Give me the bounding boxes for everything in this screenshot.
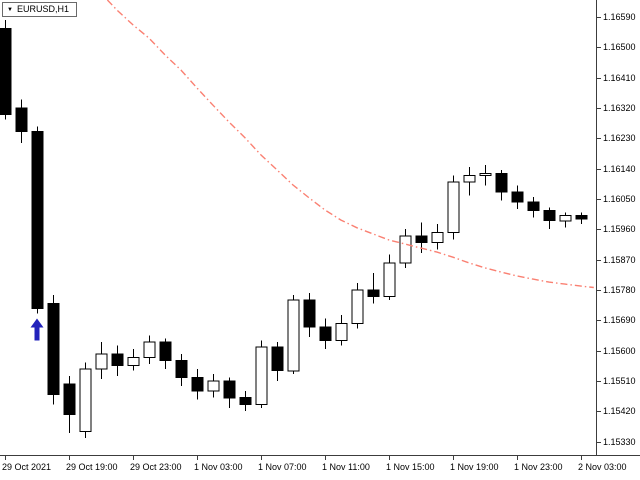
time-tick: [453, 456, 454, 460]
candle-bull: [463, 166, 476, 196]
price-tick: [597, 442, 601, 443]
candle-bear: [15, 99, 28, 144]
price-axis-label: 1.16230: [603, 133, 636, 143]
time-tick: [197, 456, 198, 460]
time-axis-label: 1 Nov 11:00: [322, 462, 370, 472]
time-axis-label: 29 Oct 19:00: [66, 462, 118, 472]
moving-average-line: [106, 0, 594, 289]
price-axis-label: 1.15420: [603, 406, 636, 416]
candle-bear: [303, 293, 316, 337]
price-axis-label: 1.16140: [603, 164, 636, 174]
candle-bull: [431, 224, 444, 250]
price-tick: [597, 290, 601, 291]
candle-bull: [383, 254, 396, 300]
candle-bull: [207, 374, 220, 398]
time-tick: [5, 456, 6, 460]
candle-bear: [527, 197, 540, 218]
time-tick: [581, 456, 582, 460]
price-axis-label: 1.16050: [603, 194, 636, 204]
candle-bear: [159, 338, 172, 370]
price-axis-label: 1.16320: [603, 103, 636, 113]
candle-bull: [335, 315, 348, 346]
time-axis-label: 1 Nov 23:00: [514, 462, 563, 472]
price-tick: [597, 229, 601, 230]
buy-arrow-marker: [30, 318, 44, 341]
price-axis-label: 1.15600: [603, 346, 636, 356]
time-axis-label: 1 Nov 15:00: [386, 462, 435, 472]
candle-bear: [367, 273, 380, 304]
candle-bear: [63, 375, 76, 434]
price-tick: [597, 320, 601, 321]
candle-bear: [575, 212, 588, 225]
price-tick: [597, 351, 601, 352]
candle-bear: [319, 318, 332, 349]
time-axis-label: 1 Nov 03:00: [194, 462, 243, 472]
price-axis-label: 1.16590: [603, 12, 636, 22]
price-tick: [597, 47, 601, 48]
price-tick: [597, 138, 601, 139]
time-axis-label: 29 Oct 2021: [2, 462, 52, 472]
candle-bear: [511, 185, 524, 209]
chart-plot-area[interactable]: ▼ EURUSD,H1: [0, 0, 596, 455]
candle-bull: [479, 165, 492, 186]
price-axis-label: 1.15510: [603, 376, 636, 386]
candle-bull: [559, 212, 572, 228]
price-axis-label: 1.15780: [603, 285, 636, 295]
price-axis-label: 1.15330: [603, 437, 636, 447]
candle-bull: [255, 340, 268, 408]
price-tick: [597, 78, 601, 79]
time-tick: [261, 456, 262, 460]
candle-bear: [175, 353, 188, 386]
candle-bear: [0, 20, 12, 120]
time-axis-label: 29 Oct 23:00: [130, 462, 182, 472]
price-tick: [597, 260, 601, 261]
candle-bull: [351, 283, 364, 329]
time-tick: [69, 456, 70, 460]
candle-bear: [31, 126, 44, 314]
price-tick: [597, 17, 601, 18]
time-axis-label: 1 Nov 19:00: [450, 462, 499, 472]
candle-bear: [47, 294, 60, 405]
candle-bull: [447, 175, 460, 240]
time-tick: [133, 456, 134, 460]
price-axis[interactable]: 1.16590 1.16500 1.16410 1.16320 1.16230 1.161…: [596, 0, 640, 456]
candle-bull: [399, 229, 412, 268]
price-tick: [597, 381, 601, 382]
price-axis-label: 1.15960: [603, 224, 636, 234]
price-axis-label: 1.16410: [603, 73, 636, 83]
candle-bull: [95, 342, 108, 380]
symbol-selector[interactable]: ▼ EURUSD,H1: [2, 2, 77, 17]
time-axis-label: 2 Nov 03:00: [578, 462, 627, 472]
candle-bear: [543, 207, 556, 230]
price-axis-label: 1.16500: [603, 42, 636, 52]
price-tick: [597, 169, 601, 170]
time-tick: [389, 456, 390, 460]
symbol-timeframe-label: EURUSD,H1: [16, 4, 69, 14]
candle-bear: [495, 170, 508, 201]
candle-bull: [143, 335, 156, 364]
time-tick: [325, 456, 326, 460]
price-tick: [597, 199, 601, 200]
candle-bear: [111, 345, 124, 376]
candle-bear: [271, 342, 284, 381]
candle-bear: [223, 377, 236, 408]
time-axis-label: 1 Nov 07:00: [258, 462, 307, 472]
price-tick: [597, 108, 601, 109]
time-axis[interactable]: 29 Oct 2021 29 Oct 19:00 29 Oct 23:00 1 Nov…: [0, 455, 640, 480]
candle-bull: [79, 362, 92, 439]
candle-bear: [191, 369, 204, 400]
candlestick-chart: [0, 0, 594, 439]
chevron-down-icon: ▼: [7, 6, 13, 13]
price-axis-label: 1.15690: [603, 315, 636, 325]
candle-bull: [287, 294, 300, 375]
price-tick: [597, 411, 601, 412]
time-tick: [517, 456, 518, 460]
price-axis-label: 1.15870: [603, 255, 636, 265]
candle-bear: [239, 391, 252, 412]
candle-bull: [127, 348, 140, 371]
